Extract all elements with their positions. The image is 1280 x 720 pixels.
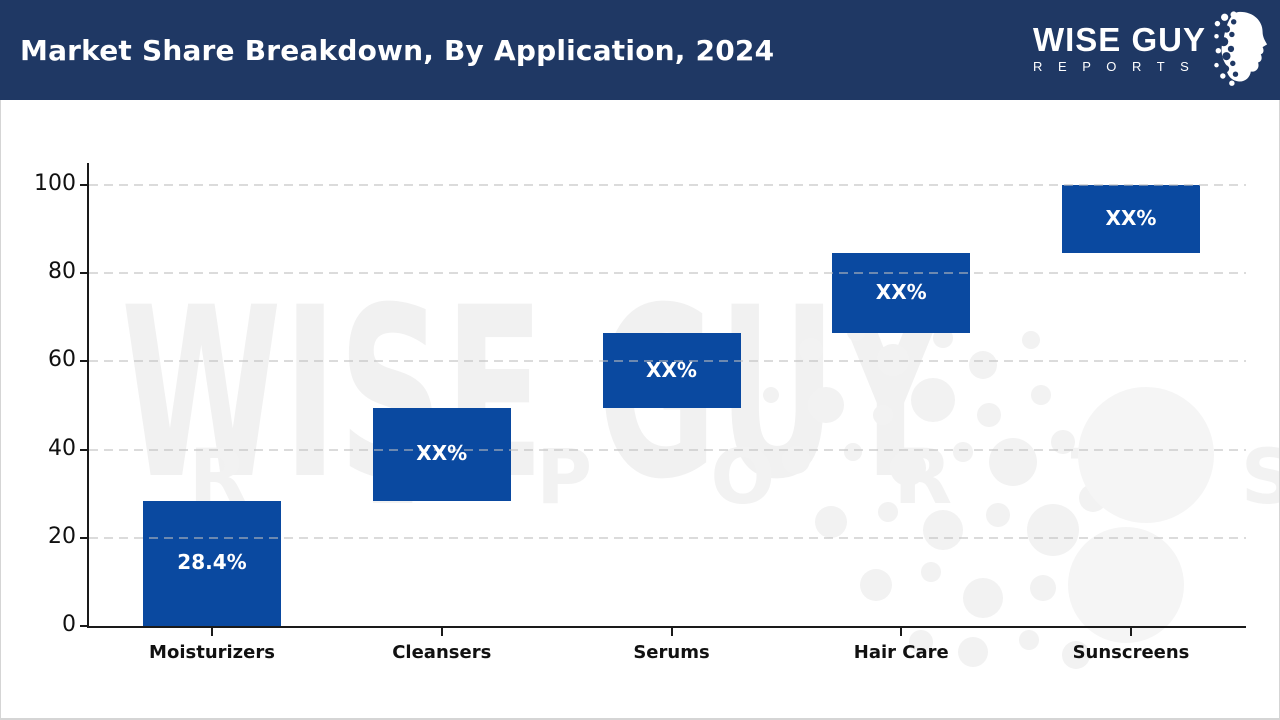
bar-cleansers [372,408,511,501]
watermark-face-dots [763,323,1214,669]
x-category-label: Moisturizers [149,642,275,663]
bar-value-label: XX% [416,441,468,466]
logo-face-icon [1214,11,1268,86]
gridline-y40 [89,448,1246,451]
y-tick-label: 100 [34,171,76,196]
x-category-label: Cleansers [392,642,492,663]
x-tick-mark [1130,628,1132,636]
x-category-label: Serums [633,642,710,663]
bar-serums [602,333,741,409]
gridline-y20 [89,536,1246,539]
y-tick-mark [80,625,88,627]
x-tick-mark [900,628,903,636]
gridline-y60 [89,360,1246,363]
y-tick-label: 20 [48,523,76,549]
gridline-y100 [89,184,1246,186]
header: Market Share Breakdown, By Application, … [0,0,1280,100]
bar-hair-care [832,253,971,334]
y-axis-spine [87,163,89,628]
logo-subtitle: R E P O R T S [1032,59,1195,74]
wise-guy-reports-logo: WISE GUY R E P O R T S [1033,8,1268,88]
bar-value-label: 28.4% [177,550,247,575]
x-tick-mark [211,628,213,636]
y-tick-mark [80,272,88,275]
bar-value-label: XX% [1105,206,1157,231]
watermark-wordmark: WISE GUY [121,258,945,531]
y-tick-label: 40 [48,435,76,461]
bar-value-label: XX% [875,280,927,305]
x-tick-mark [440,628,443,636]
chart-canvas: WISE GUY R E P O R T S 28.4% XX% XX% X [0,100,1280,720]
logo-wordmark: WISE GUY [1032,21,1206,58]
x-axis-spine [87,626,1246,628]
y-tick-label: 80 [48,259,76,285]
y-tick-mark [80,184,88,186]
bar-value-label: XX% [646,357,697,382]
plot-area: 28.4% XX% XX% XX% XX% 0 20 40 60 80 100 Moisturizer… [1,100,1279,718]
bar-moisturizers [143,500,281,626]
page-title: Market Share Breakdown, By Application, … [20,33,775,67]
y-tick-mark [80,536,88,539]
bar-sunscreens [1062,185,1200,254]
y-tick-label: 0 [62,612,76,637]
y-tick-mark [80,360,88,363]
x-category-label: Hair Care [853,642,949,663]
gridline-y80 [89,272,1246,275]
x-category-label: Sunscreens [1072,642,1190,663]
x-tick-mark [670,628,673,636]
y-tick-mark [80,448,88,451]
logo-text: WISE GUY R E P O R T S [1033,23,1206,73]
y-tick-label: 60 [48,347,76,373]
